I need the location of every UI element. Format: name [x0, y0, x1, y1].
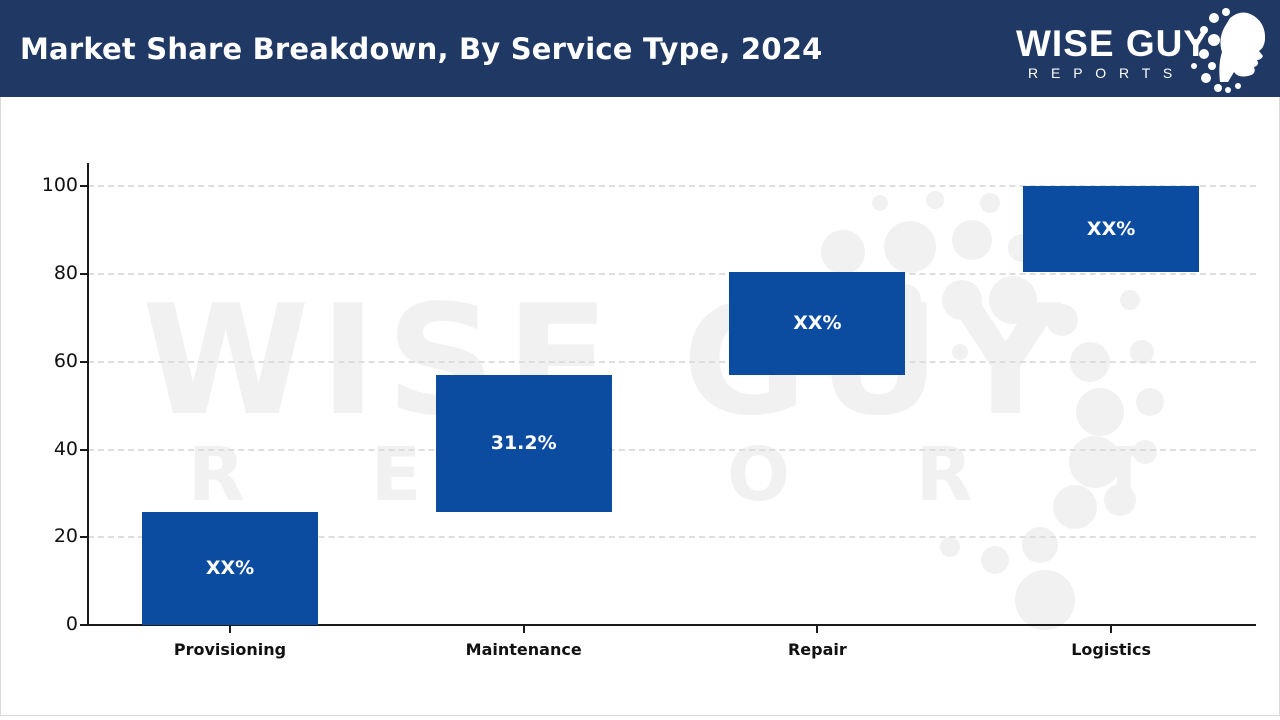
- x-axis-tick: [1110, 626, 1113, 633]
- bar-repair-label: XX%: [793, 312, 842, 335]
- bar-provisioning-label: XX%: [205, 557, 255, 580]
- x-tick-label: Provisioning: [173, 640, 287, 659]
- gridline: [88, 185, 1256, 188]
- y-tick-label: 20: [53, 525, 78, 548]
- y-axis-tick: [80, 360, 88, 363]
- gridline: [88, 273, 1256, 276]
- bar-maintenance: 31.2%: [435, 375, 612, 512]
- x-axis-tick: [522, 626, 525, 633]
- bar-maintenance-label: 31.2%: [490, 432, 557, 455]
- y-axis-tick: [80, 448, 88, 451]
- x-tick-label: Repair: [787, 640, 847, 659]
- y-axis-tick: [80, 273, 88, 276]
- wise-guy-logo: WISE GUY R E P O R T S: [1016, 8, 1266, 93]
- header: Market Share Breakdown, By Service Type,…: [0, 0, 1280, 97]
- x-axis-tick: [229, 626, 231, 633]
- logo-face-icon: [1191, 8, 1266, 93]
- y-axis-tick: [80, 536, 88, 539]
- y-axis-tick: [80, 624, 88, 626]
- y-tick-label: 80: [53, 262, 78, 285]
- logo-brand-text: WISE GUY: [1016, 23, 1209, 64]
- x-axis-line: [87, 624, 1256, 626]
- y-tick-label: 0: [65, 613, 78, 635]
- logo-subtext: R E P O R T S: [1028, 65, 1177, 81]
- x-tick-label: Maintenance: [465, 640, 582, 659]
- gridline: [88, 536, 1256, 539]
- gridline: [88, 448, 1256, 451]
- y-tick-label: 100: [41, 174, 78, 197]
- y-tick-label: 40: [53, 437, 78, 460]
- bar-logistics-label: XX%: [1086, 217, 1136, 240]
- bar-logistics: XX%: [1023, 186, 1200, 272]
- x-tick-label: Logistics: [1071, 640, 1151, 659]
- y-tick-label: 60: [53, 349, 78, 372]
- x-axis-tick: [816, 626, 819, 633]
- y-axis-tick: [80, 185, 88, 188]
- page-title: Market Share Breakdown, By Service Type,…: [20, 31, 823, 66]
- gridline: [88, 360, 1256, 363]
- bar-provisioning: XX%: [142, 511, 318, 625]
- bar-repair: XX%: [729, 271, 906, 375]
- y-axis-line: [87, 163, 89, 626]
